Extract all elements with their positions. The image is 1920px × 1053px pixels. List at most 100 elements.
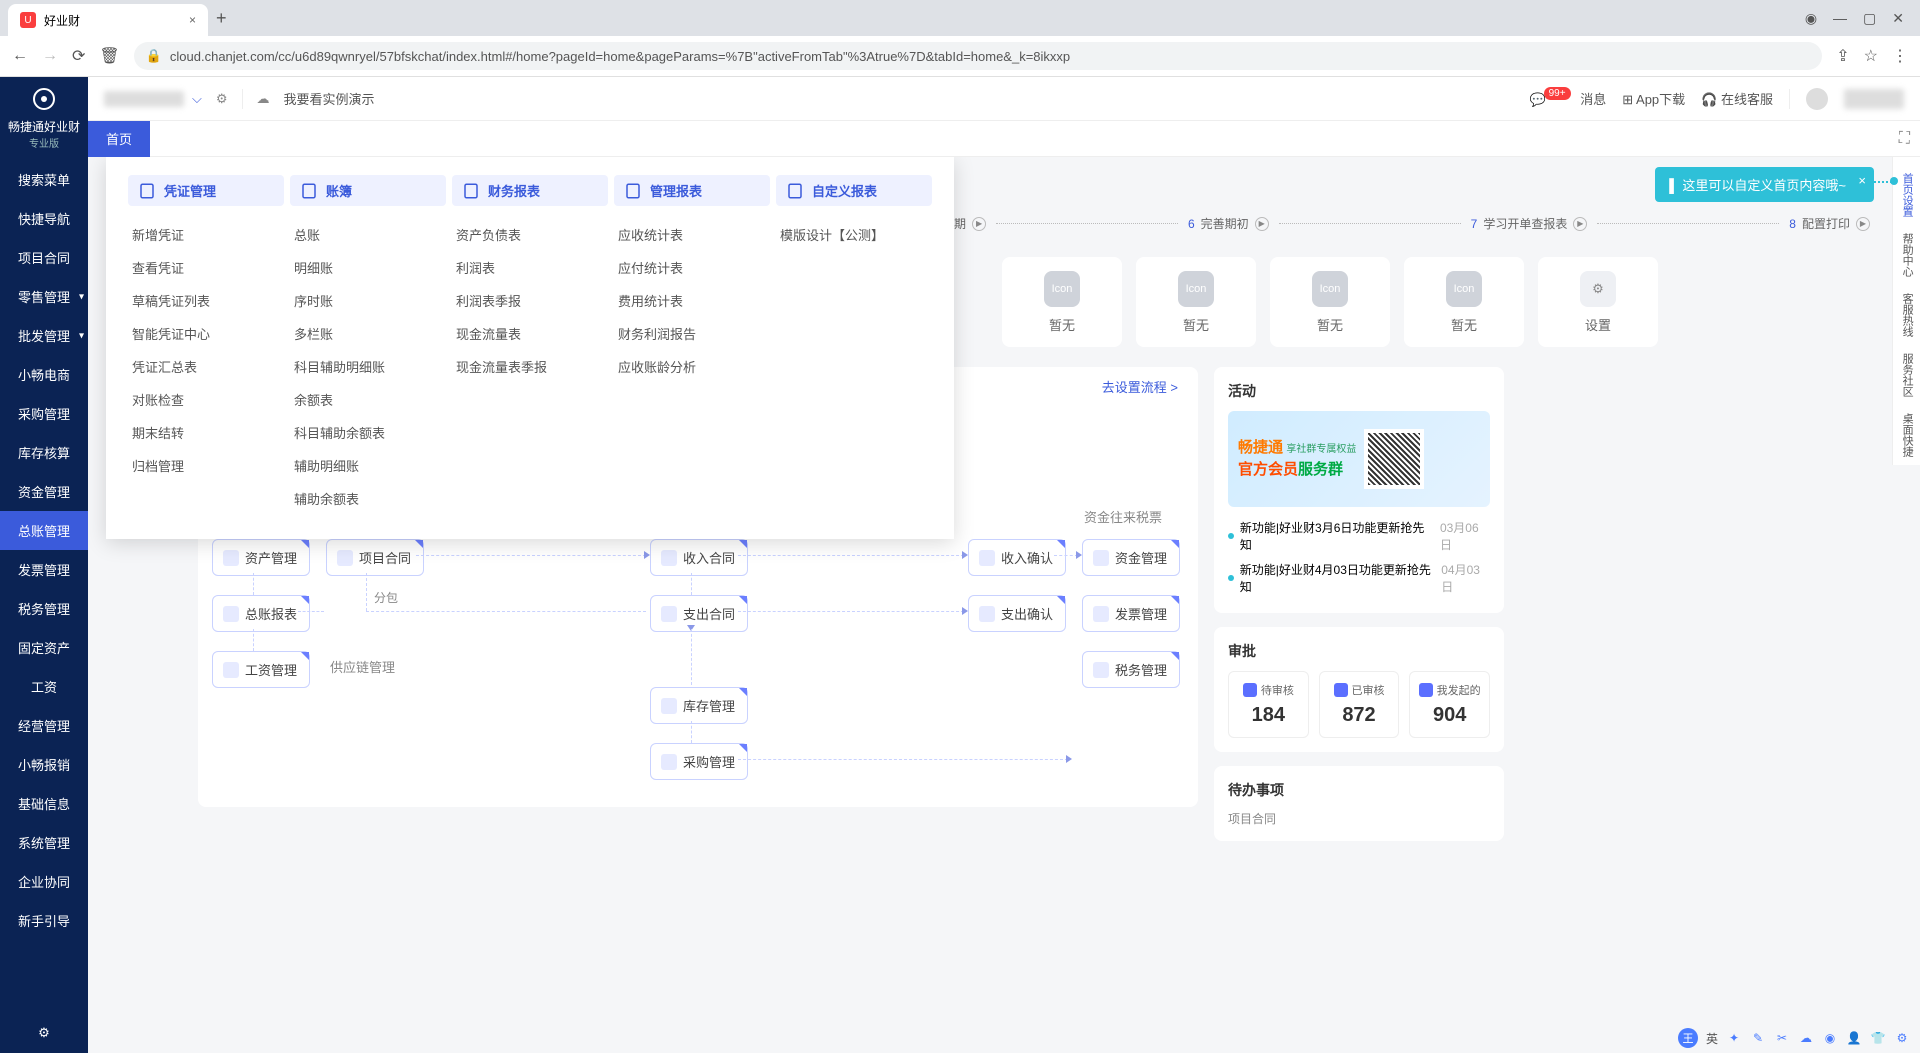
icon-card-empty[interactable]: Icon暂无 (1136, 257, 1256, 347)
icon-card-empty[interactable]: Icon暂无 (1002, 257, 1122, 347)
mega-column-header[interactable]: 财务报表 (452, 175, 608, 206)
gear-icon[interactable]: ⚙ (216, 91, 228, 107)
sparkle-icon[interactable]: ✦ (1726, 1030, 1742, 1046)
mega-item[interactable]: 现金流量表季报 (452, 350, 608, 383)
configure-flow-link[interactable]: 去设置流程 > (1102, 377, 1178, 396)
url-input[interactable]: 🔒 cloud.chanjet.com/cc/u6d89qwnryel/57bf… (134, 42, 1823, 70)
mega-item[interactable]: 应付统计表 (614, 251, 770, 284)
rail-hotline[interactable]: 客服热线 (1900, 285, 1913, 345)
node-salary[interactable]: 工资管理 (212, 651, 310, 688)
node-purchase[interactable]: 采购管理 (650, 743, 748, 780)
sidebar-item[interactable]: 小畅电商 (0, 355, 88, 394)
mega-item[interactable]: 序时账 (290, 284, 446, 317)
mega-item[interactable]: 科目辅助明细账 (290, 350, 446, 383)
mega-item[interactable]: 智能凭证中心 (128, 317, 284, 350)
shirt-icon[interactable]: 👕 (1870, 1030, 1886, 1046)
ime-icon[interactable]: 王 (1678, 1028, 1698, 1048)
mega-item[interactable]: 查看凭证 (128, 251, 284, 284)
mega-item[interactable]: 归档管理 (128, 449, 284, 482)
reload-icon[interactable]: ⟳ (72, 46, 85, 66)
sidebar-item[interactable]: 企业协同 (0, 862, 88, 901)
node-stock[interactable]: 库存管理 (650, 687, 748, 724)
node-invoice[interactable]: 发票管理 (1082, 595, 1180, 632)
news-item[interactable]: 新功能|好业财3月6日功能更新抢先知03月06日 (1228, 515, 1490, 557)
node-ledger[interactable]: 总账报表 (212, 595, 310, 632)
icon-card-settings[interactable]: ⚙设置 (1538, 257, 1658, 347)
sidebar-item[interactable]: 固定资产 (0, 628, 88, 667)
message-button[interactable]: 💬 99+ 消息 (1530, 89, 1606, 108)
mega-item[interactable]: 费用统计表 (614, 284, 770, 317)
sidebar-item[interactable]: 工资 (0, 667, 88, 706)
download-button[interactable]: ⊞ App下载 (1622, 89, 1685, 108)
step-7[interactable]: 7学习开单查报表▶ (1471, 215, 1588, 232)
expand-icon[interactable]: ⛶ (1889, 130, 1920, 148)
activity-banner[interactable]: 畅捷通 享社群专属权益 官方会员服务群 (1228, 411, 1490, 507)
ime-lang[interactable]: 英 (1706, 1030, 1718, 1047)
node-contract[interactable]: 项目合同 (326, 539, 424, 576)
cloud-icon[interactable]: ☁ (1798, 1030, 1814, 1046)
star-icon[interactable]: ☆ (1864, 46, 1878, 66)
mega-item[interactable]: 余额表 (290, 383, 446, 416)
maximize-icon[interactable]: ▢ (1863, 10, 1876, 27)
sidebar-item[interactable]: 资金管理 (0, 472, 88, 511)
node-exconf[interactable]: 支出确认 (968, 595, 1066, 632)
mega-column-header[interactable]: 管理报表 (614, 175, 770, 206)
mega-item[interactable]: 凭证汇总表 (128, 350, 284, 383)
rail-community[interactable]: 服务社区 (1900, 345, 1913, 405)
mega-item[interactable]: 总账 (290, 218, 446, 251)
new-tab-button[interactable]: + (216, 8, 227, 29)
rail-home-settings[interactable]: 首页设置 (1900, 165, 1913, 225)
tab-home[interactable]: 首页 (88, 121, 150, 157)
mega-item[interactable]: 草稿凭证列表 (128, 284, 284, 317)
avatar-icon[interactable] (1806, 88, 1828, 110)
sidebar-item[interactable]: 采购管理 (0, 394, 88, 433)
delete-icon[interactable]: 🗑 (99, 46, 119, 66)
mega-item[interactable]: 利润表季报 (452, 284, 608, 317)
mega-item[interactable]: 期末结转 (128, 416, 284, 449)
close-window-icon[interactable]: ✕ (1892, 10, 1904, 27)
mega-column-header[interactable]: 账簿 (290, 175, 446, 206)
back-icon[interactable]: ← (12, 47, 28, 65)
mega-item[interactable]: 明细账 (290, 251, 446, 284)
mega-item[interactable]: 利润表 (452, 251, 608, 284)
pin-icon[interactable]: ✎ (1750, 1030, 1766, 1046)
node-fund[interactable]: 资金管理 (1082, 539, 1180, 576)
sidebar-item[interactable]: 基础信息 (0, 784, 88, 823)
mega-item[interactable]: 科目辅助余额表 (290, 416, 446, 449)
close-icon[interactable]: × (1858, 173, 1866, 188)
sidebar-item[interactable]: 搜索菜单 (0, 160, 88, 199)
mega-item[interactable]: 应收账龄分析 (614, 350, 770, 383)
mega-item[interactable]: 资产负债表 (452, 218, 608, 251)
scissors-icon[interactable]: ✂ (1774, 1030, 1790, 1046)
mega-column-header[interactable]: 凭证管理 (128, 175, 284, 206)
org-selector[interactable]: ⌵ (104, 91, 202, 107)
mega-item[interactable]: 多栏账 (290, 317, 446, 350)
approve-done[interactable]: 已审核872 (1319, 671, 1400, 738)
sidebar-item[interactable]: 系统管理 (0, 823, 88, 862)
sidebar-item[interactable]: 快捷导航 (0, 199, 88, 238)
record-icon[interactable]: ◉ (1822, 1030, 1838, 1046)
support-button[interactable]: 🎧 在线客服 (1701, 89, 1773, 108)
sidebar-item[interactable]: 项目合同 (0, 238, 88, 277)
share-icon[interactable]: ⇪ (1836, 46, 1849, 66)
rail-help[interactable]: 帮助中心 (1900, 225, 1913, 285)
sidebar-item[interactable]: 零售管理▾ (0, 277, 88, 316)
rail-desktop[interactable]: 桌面快捷 (1900, 405, 1913, 465)
menu-icon[interactable]: ⋮ (1892, 46, 1908, 66)
sidebar-item[interactable]: 总账管理 (0, 511, 88, 550)
icon-card-empty[interactable]: Icon暂无 (1404, 257, 1524, 347)
mega-item[interactable]: 辅助明细账 (290, 449, 446, 482)
step-8[interactable]: 8配置打印▶ (1789, 215, 1870, 232)
mega-column-header[interactable]: 自定义报表 (776, 175, 932, 206)
mega-item[interactable]: 模版设计【公测】 (776, 218, 932, 251)
node-income[interactable]: 收入合同 (650, 539, 748, 576)
news-item[interactable]: 新功能|好业财4月03日功能更新抢先知04月03日 (1228, 557, 1490, 599)
gear-icon[interactable]: ⚙ (1894, 1030, 1910, 1046)
node-expend[interactable]: 支出合同 (650, 595, 748, 632)
browser-tab[interactable]: U 好业财 × (8, 4, 208, 36)
node-tax[interactable]: 税务管理 (1082, 651, 1180, 688)
sidebar-item[interactable]: 税务管理 (0, 589, 88, 628)
mega-item[interactable]: 现金流量表 (452, 317, 608, 350)
close-icon[interactable]: × (189, 13, 196, 27)
sidebar-item[interactable]: 新手引导 (0, 901, 88, 940)
